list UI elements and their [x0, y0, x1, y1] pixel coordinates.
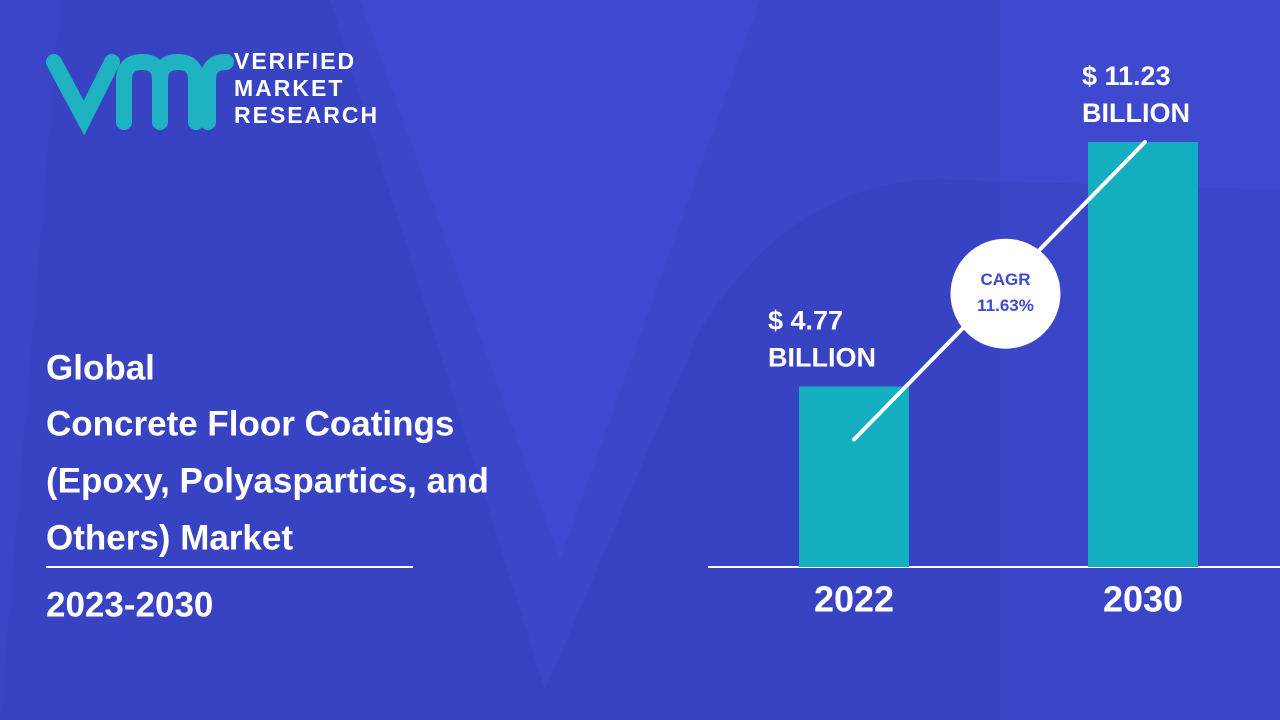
value-label: BILLION — [1082, 98, 1190, 128]
x-tick-label: 2030 — [1103, 579, 1183, 620]
value-label: $ 11.23 — [1082, 61, 1171, 91]
logo-text: MARKET — [234, 75, 344, 101]
title-line: Others) Market — [46, 518, 293, 557]
cagr-badge — [950, 238, 1061, 349]
background-shape — [0, 0, 1000, 720]
title-line: Global — [46, 348, 155, 387]
value-label: BILLION — [768, 343, 876, 373]
value-label: $ 4.77 — [768, 306, 843, 336]
x-tick-label: 2022 — [814, 579, 894, 620]
logo-text: RESEARCH — [234, 102, 379, 128]
cagr-text: 11.63% — [977, 296, 1034, 315]
period: 2023-2030 — [46, 585, 213, 624]
title-line: Concrete Floor Coatings — [46, 404, 454, 443]
bar — [799, 386, 909, 567]
title-line: (Epoxy, Polyaspartics, and — [46, 461, 489, 500]
logo-text: VERIFIED — [234, 48, 356, 74]
bar — [1088, 142, 1198, 567]
cagr-text: CAGR — [980, 270, 1030, 289]
logo-mark — [46, 53, 234, 136]
